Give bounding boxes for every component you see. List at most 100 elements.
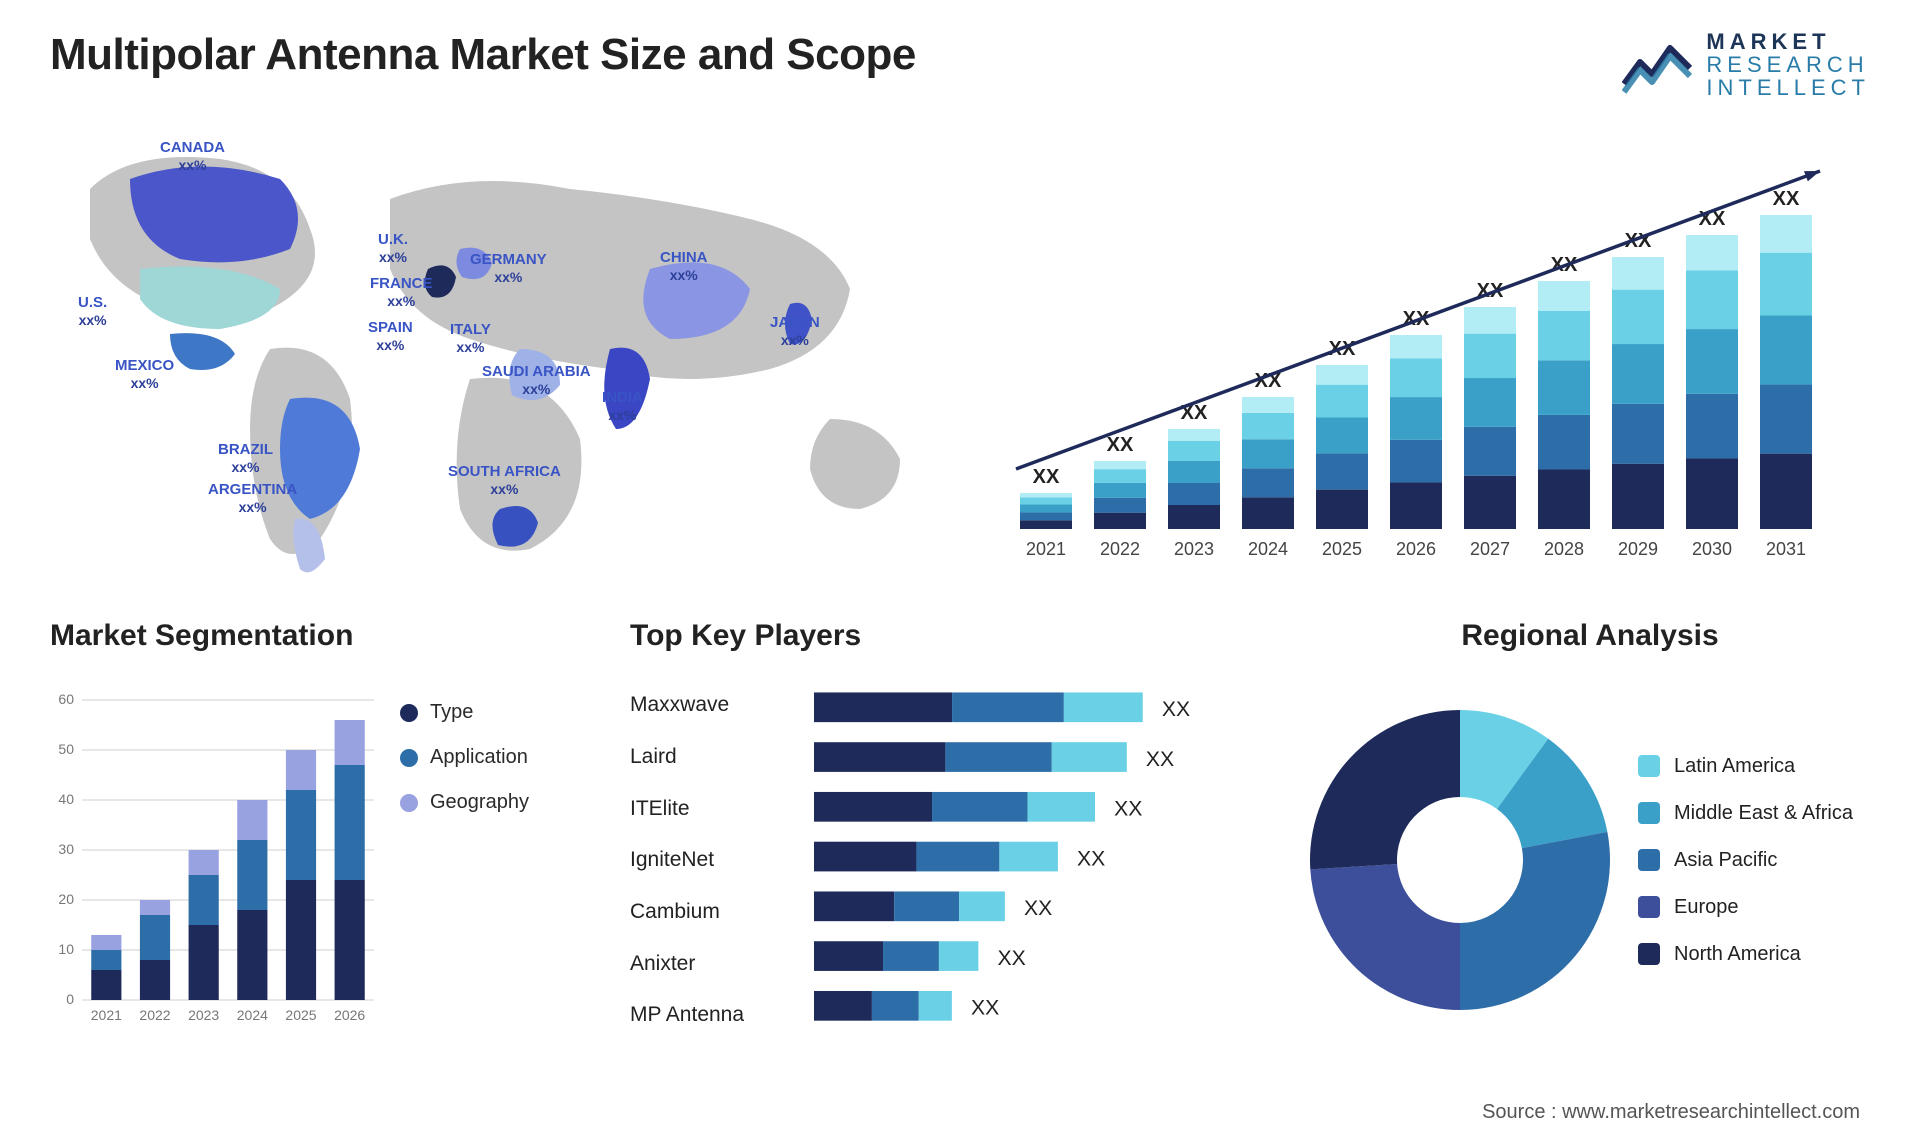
growth-chart-panel: XX2021XX2022XX2023XX2024XX2025XX2026XX20… (970, 119, 1870, 589)
segmentation-legend-item: Type (400, 701, 590, 724)
svg-text:50: 50 (58, 741, 74, 757)
svg-text:XX: XX (1077, 848, 1105, 871)
world-map-panel: CANADAxx% U.S.xx% MEXICOxx% BRAZILxx% ARGENT… (50, 119, 930, 589)
regional-legend-item: Europe (1638, 896, 1870, 919)
bottom-row: Market Segmentation 0 10 20 30 40 50 60 2021 20… (50, 619, 1870, 1049)
page-title: Multipolar Antenna Market Size and Scope (50, 30, 916, 80)
svg-text:2022: 2022 (139, 1007, 170, 1023)
segmentation-legend-item: Geography (400, 791, 590, 814)
svg-text:2023: 2023 (188, 1007, 219, 1023)
key-player-name: Maxxwave (630, 693, 790, 717)
svg-text:2030: 2030 (1692, 539, 1732, 559)
svg-text:XX: XX (997, 947, 1025, 970)
regional-analysis-panel: Regional Analysis Latin America Middle Ea… (1310, 619, 1870, 1049)
legend-square-icon (1638, 896, 1660, 918)
logo-icon (1622, 34, 1694, 96)
legend-label: Geography (430, 791, 529, 814)
regional-legend-item: Middle East & Africa (1638, 802, 1870, 825)
legend-square-icon (1638, 755, 1660, 777)
key-player-name: ITElite (630, 797, 790, 821)
svg-text:2022: 2022 (1100, 539, 1140, 559)
key-player-name: Laird (630, 745, 790, 769)
key-player-name: Cambium (630, 900, 790, 924)
map-country-label: CHINAxx% (660, 249, 708, 282)
svg-text:XX: XX (971, 997, 999, 1020)
market-segmentation-panel: Market Segmentation 0 10 20 30 40 50 60 2021 20… (50, 619, 590, 1049)
key-player-name: MP Antenna (630, 1003, 790, 1027)
map-country-label: BRAZILxx% (218, 441, 273, 474)
svg-text:20: 20 (58, 891, 74, 907)
svg-text:2024: 2024 (1248, 539, 1288, 559)
logo-line3: INTELLECT (1706, 76, 1870, 99)
map-country-label: U.S.xx% (78, 294, 107, 327)
map-country-label: CANADAxx% (160, 139, 225, 172)
regional-legend: Latin America Middle East & Africa Asia Pa… (1638, 755, 1870, 966)
legend-square-icon (1638, 849, 1660, 871)
svg-text:2029: 2029 (1618, 539, 1658, 559)
header: Multipolar Antenna Market Size and Scope… (50, 30, 1870, 99)
map-country-label: SOUTH AFRICAxx% (448, 463, 561, 496)
regional-legend-item: Latin America (1638, 755, 1870, 778)
legend-dot-icon (400, 749, 418, 767)
map-country-label: ARGENTINAxx% (208, 481, 297, 514)
key-players-panel: Top Key Players Maxxwave Laird ITElite Igni… (630, 619, 1270, 1049)
growth-bar-chart: XX2021XX2022XX2023XX2024XX2025XX2026XX20… (970, 119, 1870, 589)
segmentation-bar-chart: 0102030405060 202120222023202420252026 (50, 671, 380, 1049)
svg-text:2028: 2028 (1544, 539, 1584, 559)
legend-label: Middle East & Africa (1674, 802, 1853, 825)
brand-logo: MARKET RESEARCH INTELLECT (1622, 30, 1870, 99)
regional-legend-item: North America (1638, 943, 1870, 966)
svg-text:60: 60 (58, 691, 74, 707)
legend-label: North America (1674, 943, 1801, 966)
segmentation-title: Market Segmentation (50, 619, 590, 653)
svg-text:2023: 2023 (1174, 539, 1214, 559)
regional-legend-item: Asia Pacific (1638, 849, 1870, 872)
svg-text:2027: 2027 (1470, 539, 1510, 559)
svg-text:2021: 2021 (91, 1007, 122, 1023)
svg-text:0: 0 (66, 991, 74, 1007)
svg-text:XX: XX (1162, 698, 1190, 721)
top-row: CANADAxx% U.S.xx% MEXICOxx% BRAZILxx% ARGENT… (50, 119, 1870, 589)
svg-text:2031: 2031 (1766, 539, 1806, 559)
key-player-name: Anixter (630, 952, 790, 976)
svg-text:2024: 2024 (237, 1007, 268, 1023)
regional-title: Regional Analysis (1310, 619, 1870, 653)
svg-text:XX: XX (1024, 898, 1052, 921)
svg-text:XX: XX (1773, 188, 1800, 210)
key-players-bar-chart: XXXXXXXXXXXXXX (814, 671, 1270, 1049)
regional-donut-wrap (1310, 710, 1610, 1010)
map-country-label: INDIAxx% (602, 389, 643, 422)
svg-text:2026: 2026 (334, 1007, 365, 1023)
regional-donut-chart (1310, 710, 1610, 1010)
svg-text:30: 30 (58, 841, 74, 857)
segmentation-legend-item: Application (400, 746, 590, 769)
svg-text:2026: 2026 (1396, 539, 1436, 559)
legend-square-icon (1638, 802, 1660, 824)
legend-label: Latin America (1674, 755, 1795, 778)
svg-text:10: 10 (58, 941, 74, 957)
logo-text: MARKET RESEARCH INTELLECT (1706, 30, 1870, 99)
logo-line1: MARKET (1706, 30, 1870, 53)
map-country-label: SAUDI ARABIAxx% (482, 363, 591, 396)
legend-label: Type (430, 701, 473, 724)
segmentation-legend: Type Application Geography (400, 671, 590, 1049)
key-players-title: Top Key Players (630, 619, 1270, 653)
svg-text:XX: XX (1107, 434, 1134, 456)
svg-text:2021: 2021 (1026, 539, 1066, 559)
map-country-label: SPAINxx% (368, 319, 413, 352)
legend-label: Europe (1674, 896, 1739, 919)
legend-label: Asia Pacific (1674, 849, 1777, 872)
legend-label: Application (430, 746, 528, 769)
legend-square-icon (1638, 943, 1660, 965)
svg-text:XX: XX (1146, 748, 1174, 771)
key-player-name: IgniteNet (630, 848, 790, 872)
key-players-list: Maxxwave Laird ITElite IgniteNet Cambium Anix… (630, 671, 790, 1049)
map-country-label: MEXICOxx% (115, 357, 174, 390)
source-label: Source : www.marketresearchintellect.com (1482, 1101, 1860, 1124)
svg-text:2025: 2025 (1322, 539, 1362, 559)
legend-dot-icon (400, 794, 418, 812)
svg-text:40: 40 (58, 791, 74, 807)
legend-dot-icon (400, 704, 418, 722)
svg-text:XX: XX (1033, 466, 1060, 488)
map-country-label: FRANCExx% (370, 275, 433, 308)
